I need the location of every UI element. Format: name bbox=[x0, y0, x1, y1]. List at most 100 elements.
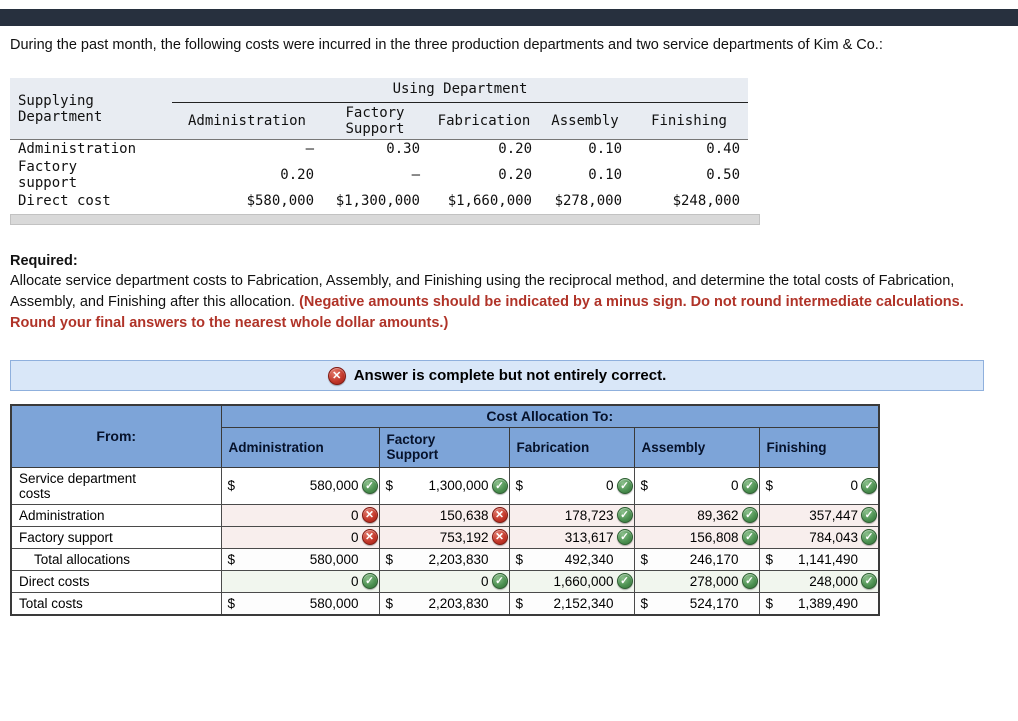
cell-value: $1,660,000 bbox=[428, 192, 540, 211]
using-department-header: Using Department bbox=[172, 78, 748, 104]
answer-cell[interactable]: $0 bbox=[633, 466, 760, 505]
answer-status-text: Answer is complete but not entirely corr… bbox=[353, 367, 667, 385]
answer-cell[interactable]: 0 bbox=[220, 503, 380, 527]
computed-cell: $2,203,830 bbox=[378, 547, 510, 571]
cell-value: 0.10 bbox=[540, 139, 630, 159]
answer-cell[interactable]: 178,723 bbox=[508, 503, 635, 527]
result-icon bbox=[361, 529, 378, 546]
result-icon bbox=[361, 573, 378, 590]
required-instructions: Allocate service department costs to Fab… bbox=[10, 271, 982, 334]
cell-value: 0 bbox=[480, 573, 489, 589]
result-icon bbox=[491, 507, 508, 524]
cell-value: 0 bbox=[730, 478, 739, 494]
answer-cell[interactable]: $0 bbox=[508, 466, 635, 505]
dollar-sign: $ bbox=[640, 551, 649, 567]
cell-value: 2,203,830 bbox=[428, 595, 489, 611]
cell-value: $1,300,000 bbox=[322, 192, 428, 211]
answer-cell[interactable]: 753,192 bbox=[378, 525, 510, 549]
cell-value: 357,447 bbox=[809, 507, 858, 523]
cell-value: 0 bbox=[350, 507, 359, 523]
cell-value: 246,170 bbox=[689, 551, 739, 567]
computed-cell: $492,340 bbox=[508, 547, 635, 571]
answer-status-banner: Answer is complete but not entirely corr… bbox=[10, 360, 984, 392]
computed-cell: $580,000 bbox=[220, 547, 380, 571]
result-icon bbox=[861, 477, 877, 494]
top-navigation-bar bbox=[0, 9, 1018, 26]
cell-value: 524,170 bbox=[689, 595, 739, 611]
cell-value: 0.20 bbox=[428, 139, 540, 159]
answer-cell[interactable]: 357,447 bbox=[758, 503, 880, 527]
result-icon bbox=[861, 507, 877, 524]
computed-cell: $1,389,490 bbox=[758, 591, 880, 616]
cell-value: 0 bbox=[350, 529, 359, 545]
cell-value: 0.20 bbox=[428, 158, 540, 193]
computed-cell: $524,170 bbox=[633, 591, 760, 616]
incorrect-icon bbox=[327, 366, 346, 385]
dollar-sign: $ bbox=[640, 478, 649, 494]
column-header-row: Administration Factory Support Fabricati… bbox=[10, 102, 748, 141]
result-icon bbox=[616, 573, 633, 590]
computed-cell: $246,170 bbox=[633, 547, 760, 571]
cell-value: 248,000 bbox=[809, 573, 858, 589]
table-row-administration: Administration – 0.30 0.20 0.10 0.40 bbox=[10, 139, 748, 159]
dollar-sign: $ bbox=[515, 478, 524, 494]
page-content: During the past month, the following cos… bbox=[0, 35, 1018, 616]
required-text-normal: Allocate service department costs to Fab… bbox=[10, 273, 955, 311]
dollar-sign: $ bbox=[385, 595, 394, 611]
row-label: Total costs bbox=[10, 591, 222, 616]
answer-cell[interactable]: 0 bbox=[378, 569, 510, 593]
answer-cell[interactable]: 89,362 bbox=[633, 503, 760, 527]
answer-cell[interactable]: 248,000 bbox=[758, 569, 880, 593]
col-fabrication: Fabrication bbox=[428, 102, 540, 141]
required-heading: Required: bbox=[10, 253, 78, 270]
supplying-department-header: Supplying Department bbox=[10, 78, 172, 141]
cell-value: 492,340 bbox=[564, 551, 614, 567]
answer-cell[interactable]: 0 bbox=[220, 525, 380, 549]
cell-value: 2,152,340 bbox=[553, 595, 614, 611]
problem-statement: During the past month, the following cos… bbox=[10, 37, 883, 53]
col-fabrication: Fabrication bbox=[508, 426, 635, 468]
table-row-direct-cost: Direct cost $580,000 $1,300,000 $1,660,0… bbox=[10, 192, 748, 211]
table-horizontal-scrollbar[interactable] bbox=[10, 214, 760, 226]
answer-cell[interactable]: $0 bbox=[758, 466, 880, 505]
col-assembly: Assembly bbox=[540, 102, 630, 141]
answer-cell[interactable]: 278,000 bbox=[633, 569, 760, 593]
cell-value: 0.30 bbox=[322, 139, 428, 159]
cost-data-table: Supplying Department Using Department Ad… bbox=[10, 78, 748, 211]
result-icon bbox=[616, 507, 633, 524]
answer-cell[interactable]: 313,617 bbox=[508, 525, 635, 549]
row-label: Direct costs bbox=[10, 569, 222, 593]
col-factory-support: Factory Support bbox=[378, 426, 510, 468]
dollar-sign: $ bbox=[640, 595, 649, 611]
cell-value: 753,192 bbox=[439, 529, 489, 545]
answer-cell[interactable]: $580,000 bbox=[220, 466, 380, 505]
dollar-sign: $ bbox=[227, 478, 236, 494]
answer-cell[interactable]: 784,043 bbox=[758, 525, 880, 549]
col-finishing: Finishing bbox=[758, 426, 880, 468]
answer-cell[interactable]: 0 bbox=[220, 569, 380, 593]
cell-value: – bbox=[322, 158, 428, 193]
cell-value: 580,000 bbox=[309, 595, 359, 611]
result-icon bbox=[361, 507, 378, 524]
computed-cell: $2,203,830 bbox=[378, 591, 510, 616]
cell-value: 0 bbox=[350, 573, 359, 589]
col-finishing: Finishing bbox=[630, 102, 748, 141]
dollar-sign: $ bbox=[227, 595, 236, 611]
computed-cell: $1,141,490 bbox=[758, 547, 880, 571]
required-text-emphasis: (Negative amounts should be indicated by… bbox=[10, 294, 964, 332]
row-label: Administration bbox=[10, 139, 172, 159]
answer-cell[interactable]: 150,638 bbox=[378, 503, 510, 527]
cell-value: $580,000 bbox=[172, 192, 322, 211]
result-icon bbox=[861, 529, 877, 546]
row-label: Direct cost bbox=[10, 192, 172, 211]
dollar-sign: $ bbox=[765, 551, 774, 567]
result-icon bbox=[361, 477, 378, 494]
answer-cell[interactable]: 1,660,000 bbox=[508, 569, 635, 593]
cell-value: 580,000 bbox=[309, 551, 359, 567]
cell-value: 1,389,490 bbox=[797, 595, 858, 611]
answer-cell[interactable]: $1,300,000 bbox=[378, 466, 510, 505]
answer-cell[interactable]: 156,808 bbox=[633, 525, 760, 549]
using-department-row: Supplying Department Using Department bbox=[10, 78, 748, 141]
result-icon bbox=[616, 529, 633, 546]
allocation-column-header-row: Administration Factory Support Fabricati… bbox=[11, 426, 880, 468]
